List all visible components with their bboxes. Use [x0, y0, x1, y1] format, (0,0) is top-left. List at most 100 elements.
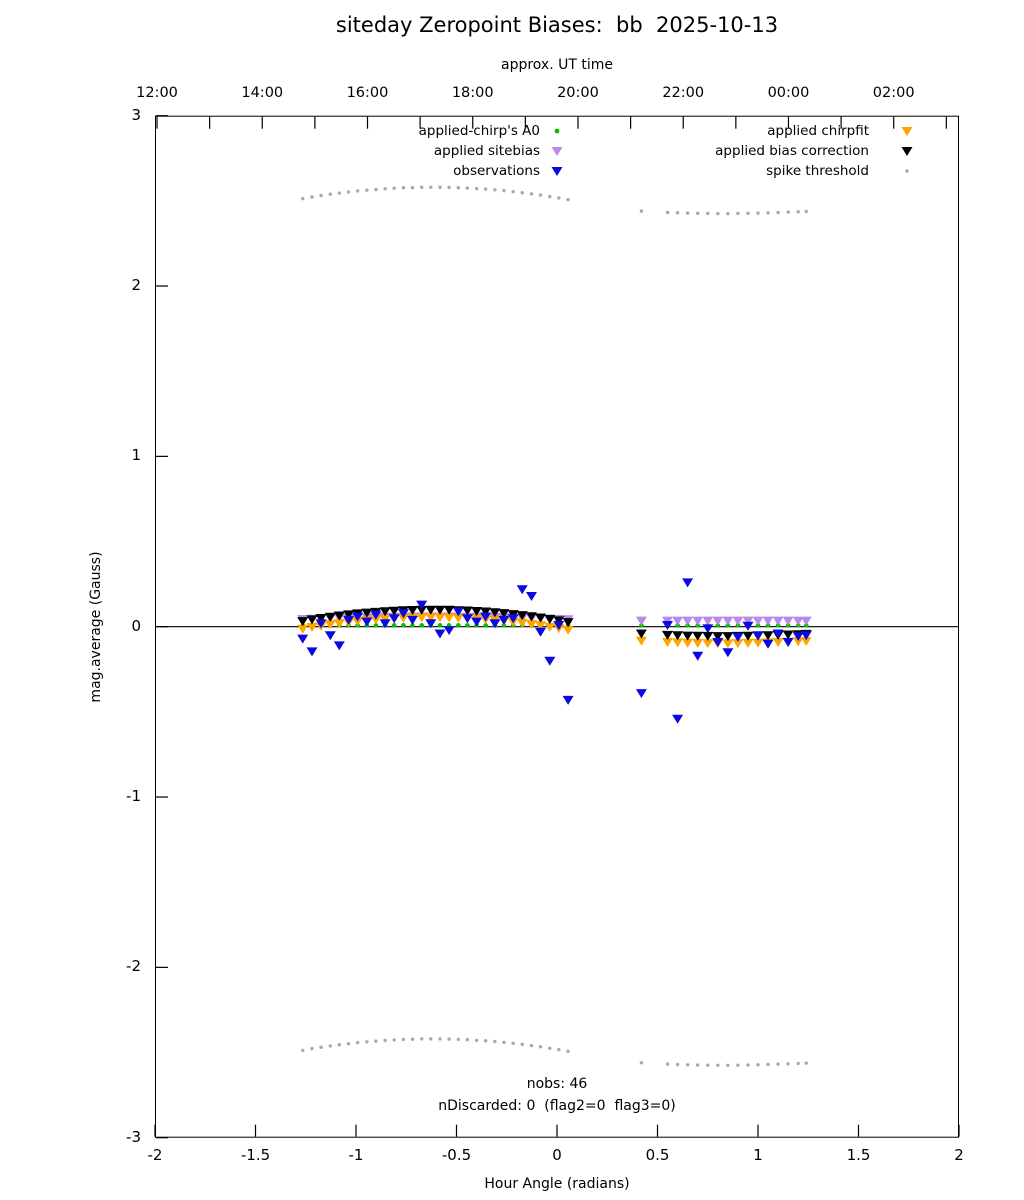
legend-label-observations: observations: [453, 163, 540, 179]
point-spike-threshold: [639, 1061, 644, 1065]
legend-marker-triangle-down: [901, 147, 913, 156]
point-spike-threshold: [474, 186, 479, 191]
point-applied-chirp-s-a0: [373, 623, 379, 628]
point-spike-threshold: [365, 188, 369, 192]
chart-title: siteday Zeropoint Biases: bb 2025-10-13: [335, 13, 779, 37]
point-spike-threshold: [383, 187, 387, 191]
point-spike-threshold: [401, 1037, 406, 1042]
point-spike-threshold: [675, 211, 680, 215]
point-applied-chirp-s-a0: [465, 623, 470, 628]
point-spike-threshold: [374, 1039, 378, 1043]
point-spike-threshold: [511, 189, 515, 194]
series-applied-bias-correction: [297, 605, 812, 642]
point-spike-threshold: [736, 1063, 740, 1067]
point-spike-threshold: [566, 1049, 570, 1054]
point-spike-threshold: [429, 185, 433, 189]
y-tick-label: 2: [131, 276, 141, 295]
ut-tick-label: 16:00: [346, 85, 389, 101]
point-spike-threshold: [557, 1047, 561, 1052]
point-spike-threshold: [456, 186, 461, 190]
ut-tick-label: 22:00: [662, 85, 705, 101]
point-spike-threshold: [337, 191, 342, 195]
point-spike-threshold: [665, 1062, 670, 1066]
point-spike-threshold: [529, 1043, 534, 1048]
point-spike-threshold: [365, 1040, 369, 1044]
legend-label-applied-chirp-s-a0: applied-chirp's A0: [418, 123, 540, 139]
point-spike-threshold: [355, 189, 360, 193]
point-spike-threshold: [319, 1045, 323, 1049]
point-spike-threshold: [548, 1046, 552, 1050]
point-spike-threshold: [301, 1048, 305, 1053]
point-spike-threshold: [548, 194, 552, 199]
point-spike-threshold: [493, 1039, 497, 1044]
point-spike-threshold: [557, 196, 561, 200]
point-spike-threshold: [685, 211, 690, 215]
series-observations: [297, 578, 812, 724]
point-spike-threshold: [392, 1038, 396, 1042]
point-spike-threshold: [675, 1062, 680, 1067]
y-tick-label: 1: [131, 446, 141, 465]
nobs-text: nobs: 46: [526, 1076, 588, 1092]
point-spike-threshold: [511, 1041, 515, 1046]
point-spike-threshold: [410, 1037, 415, 1041]
point-spike-threshold: [696, 211, 700, 216]
point-spike-threshold: [438, 1037, 442, 1041]
legend-marker-triangle-down: [551, 147, 563, 156]
legend-label-applied-chirpfit: applied chirpfit: [767, 123, 869, 139]
point-spike-threshold: [538, 193, 543, 197]
point-spike-threshold: [685, 1063, 690, 1067]
point-applied-chirp-s-a0: [391, 623, 397, 628]
point-spike-threshold: [319, 193, 323, 198]
y-tick-label: -2: [126, 957, 141, 976]
point-spike-threshold: [746, 1063, 750, 1067]
point-spike-threshold: [438, 185, 442, 189]
point-spike-threshold: [786, 1062, 790, 1066]
x-axis-title: Hour Angle (radians): [484, 1176, 630, 1192]
point-spike-threshold: [766, 211, 770, 215]
x-tick-label: -1: [348, 1146, 364, 1164]
top-axis-title: approx. UT time: [501, 57, 613, 73]
point-spike-threshold: [696, 1063, 700, 1067]
legend-marker-small-dot: [905, 169, 909, 173]
point-spike-threshold: [665, 210, 670, 215]
point-spike-threshold: [726, 211, 730, 216]
y-tick-label: -1: [126, 787, 141, 806]
point-spike-threshold: [746, 211, 750, 216]
point-spike-threshold: [483, 1039, 488, 1043]
point-spike-threshold: [716, 211, 720, 216]
legend-marker-triangle-down: [901, 127, 913, 136]
ndiscarded-text: nDiscarded: 0 (flag2=0 flag3=0): [438, 1098, 676, 1114]
ut-tick-label: 18:00: [451, 85, 494, 101]
point-spike-threshold: [474, 1038, 479, 1042]
point-spike-threshold: [310, 195, 314, 199]
point-spike-threshold: [346, 1041, 351, 1046]
legend-marker-dot: [554, 128, 560, 134]
y-tick-label: 3: [131, 105, 141, 124]
ut-tick-label: 14:00: [241, 85, 284, 101]
legend-marker-shape: [905, 169, 909, 173]
point-spike-threshold: [796, 1061, 800, 1066]
point-spike-threshold: [465, 1038, 470, 1042]
legend-marker-shape: [554, 128, 560, 134]
point-spike-threshold: [346, 190, 351, 194]
point-spike-threshold: [796, 210, 800, 214]
point-applied-chirp-s-a0: [401, 623, 406, 628]
point-spike-threshold: [429, 1037, 433, 1041]
point-applied-chirp-s-a0: [419, 623, 425, 628]
point-spike-threshold: [804, 1061, 808, 1065]
ut-tick-label: 20:00: [557, 85, 599, 101]
point-spike-threshold: [736, 211, 740, 216]
x-tick-label: -2: [147, 1146, 163, 1164]
legend-marker-shape: [901, 147, 913, 156]
ut-tick-label: 12:00: [136, 85, 178, 101]
point-spike-threshold: [374, 187, 378, 192]
series-applied-chirpfit: [297, 613, 812, 649]
point-spike-threshold: [502, 188, 506, 193]
point-spike-threshold: [756, 1063, 760, 1067]
ut-tick-label: 02:00: [872, 85, 915, 101]
point-spike-threshold: [456, 1037, 461, 1042]
legend-marker-triangle-down: [551, 167, 563, 176]
point-spike-threshold: [502, 1040, 506, 1045]
